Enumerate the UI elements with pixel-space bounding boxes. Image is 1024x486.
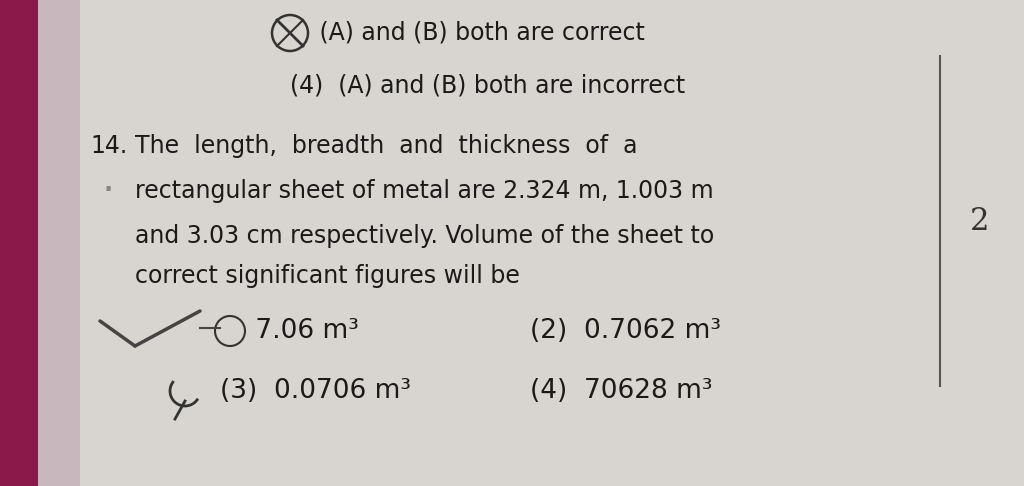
Text: and 3.03 cm respectively. Volume of the sheet to: and 3.03 cm respectively. Volume of the … bbox=[135, 224, 715, 248]
Polygon shape bbox=[38, 0, 80, 486]
Text: (4)  (A) and (B) both are incorrect: (4) (A) and (B) both are incorrect bbox=[290, 74, 685, 98]
Text: 7.06 m³: 7.06 m³ bbox=[247, 318, 358, 344]
Bar bbox=[0, 0, 38, 486]
Text: 2: 2 bbox=[971, 206, 990, 237]
Text: (3)  0.0706 m³: (3) 0.0706 m³ bbox=[220, 378, 411, 404]
Text: The  length,  breadth  and  thickness  of  a: The length, breadth and thickness of a bbox=[135, 134, 638, 158]
Text: rectangular sheet of metal are 2.324 m, 1.003 m: rectangular sheet of metal are 2.324 m, … bbox=[135, 179, 714, 203]
Text: 14.: 14. bbox=[90, 134, 127, 158]
Text: ·: · bbox=[101, 170, 115, 212]
Text: (2)  0.7062 m³: (2) 0.7062 m³ bbox=[530, 318, 721, 344]
Text: (A) and (B) both are correct: (A) and (B) both are correct bbox=[312, 21, 645, 45]
Text: (4)  70628 m³: (4) 70628 m³ bbox=[530, 378, 713, 404]
Text: correct significant figures will be: correct significant figures will be bbox=[135, 264, 520, 288]
